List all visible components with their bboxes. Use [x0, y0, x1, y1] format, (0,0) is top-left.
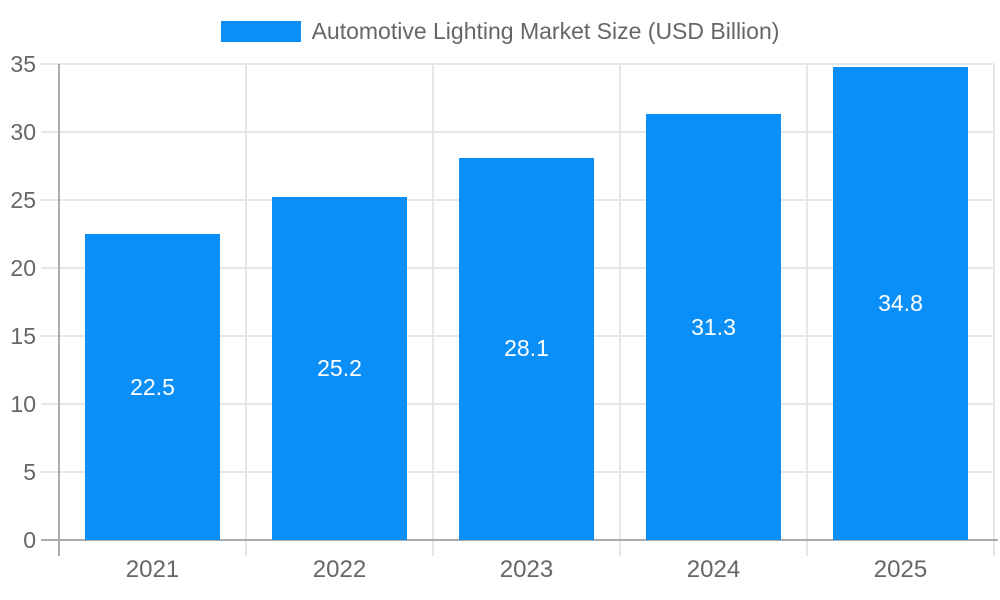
x-tick-label: 2025 [873, 556, 928, 583]
gridline-x [806, 64, 808, 556]
y-tick-label: 5 [23, 459, 36, 485]
gridline-y [41, 63, 994, 65]
gridline-x [245, 64, 247, 556]
x-tick-label: 2023 [499, 556, 554, 583]
bar: 25.2 [272, 197, 407, 540]
bar-value-label: 34.8 [878, 289, 923, 316]
bar: 28.1 [459, 157, 594, 540]
y-tick-label: 30 [10, 119, 36, 145]
y-axis-line [58, 64, 60, 556]
gridline-x [619, 64, 621, 556]
gridline-y [41, 131, 994, 133]
bar: 22.5 [85, 234, 220, 540]
x-tick-label: 2021 [125, 556, 180, 583]
bar-value-label: 25.2 [317, 355, 362, 382]
y-tick-label: 15 [10, 323, 36, 349]
y-tick-label: 20 [10, 255, 36, 281]
y-tick-label: 10 [10, 391, 36, 417]
bar-value-label: 22.5 [130, 373, 175, 400]
chart-legend: Automotive Lighting Market Size (USD Bil… [0, 18, 1000, 45]
x-tick-label: 2022 [312, 556, 367, 583]
x-axis-line [41, 539, 998, 541]
bar: 31.3 [646, 114, 781, 540]
bar-value-label: 28.1 [504, 335, 549, 362]
x-tick-label: 2024 [686, 556, 741, 583]
legend-swatch [220, 21, 301, 42]
gridline-x [993, 64, 995, 556]
y-tick-label: 25 [10, 187, 36, 213]
bar-value-label: 31.3 [691, 313, 736, 340]
y-tick-label: 35 [10, 51, 36, 77]
legend-title: Automotive Lighting Market Size (USD Bil… [311, 18, 780, 44]
bar: 34.8 [833, 66, 968, 540]
gridline-x [432, 64, 434, 556]
y-tick-label: 0 [23, 527, 36, 553]
